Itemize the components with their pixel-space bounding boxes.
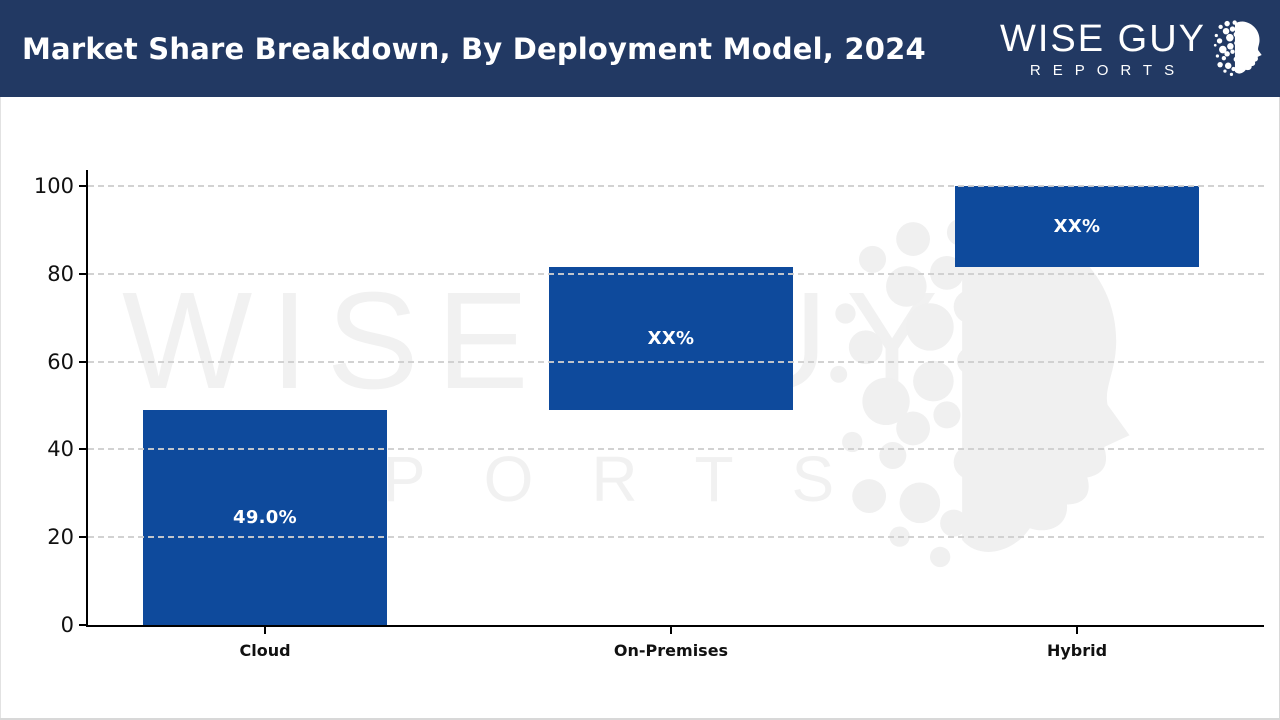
gridline-80 (88, 272, 1264, 275)
y-tick-60 (79, 360, 87, 363)
x-tick-label-on-premises: On-Premises (613, 641, 729, 660)
logo-wordmark: WISE GUY (999, 17, 1206, 60)
x-tick-hybrid (1076, 626, 1078, 634)
page-title: Market Share Breakdown, By Deployment Mo… (22, 31, 926, 66)
gridline-40 (88, 448, 1264, 451)
gridline-100 (88, 185, 1264, 187)
y-tick-label-100: 100 (33, 174, 74, 198)
gridline-60 (88, 360, 1264, 363)
x-tick-label-cloud: Cloud (239, 641, 291, 660)
x-tick-on-premises (670, 626, 672, 634)
y-tick-label-20: 20 (47, 525, 74, 550)
logo-subtitle: REPORTS (1029, 61, 1187, 79)
y-tick-80 (79, 272, 87, 275)
bar-on-premises: XX% (549, 267, 793, 410)
bar-value-label-hybrid: XX% (1053, 216, 1101, 238)
chart-plot-area: 49.0% XX% XX% 0 20 40 60 80 100 Cloud On-Premises H… (0, 97, 1280, 720)
y-tick-label-80: 80 (47, 261, 74, 286)
y-tick-20 (79, 536, 87, 539)
y-tick-label-0: 0 (60, 613, 74, 637)
bottom-edge-line (0, 718, 1280, 720)
wiseguy-logo: WISE GUY REPORTS (1000, 0, 1266, 97)
logo-text: WISE GUY REPORTS (1000, 20, 1206, 78)
y-tick-40 (79, 448, 87, 451)
watermark-head-icon (795, 212, 1180, 584)
y-tick-label-40: 40 (47, 437, 74, 462)
x-axis-spine (86, 625, 1264, 627)
gridline-20 (88, 536, 1264, 539)
x-tick-label-hybrid: Hybrid (1046, 641, 1108, 660)
y-axis-spine (86, 170, 88, 627)
left-edge-line (0, 97, 1, 720)
y-tick-label-60: 60 (47, 349, 74, 374)
watermark-wordmark: WISE GUY (122, 264, 957, 418)
bar-hybrid: XX% (955, 186, 1199, 268)
y-tick-0 (79, 624, 87, 626)
bar-value-label-cloud: 49.0% (233, 506, 297, 528)
y-tick-100 (79, 185, 87, 187)
x-tick-cloud (264, 626, 266, 634)
header-bar: Market Share Breakdown, By Deployment Mo… (0, 0, 1280, 97)
bar-cloud: 49.0% (143, 409, 387, 625)
bar-value-label-on-premises: XX% (647, 328, 695, 350)
wiseguy-head-icon (1212, 8, 1266, 90)
